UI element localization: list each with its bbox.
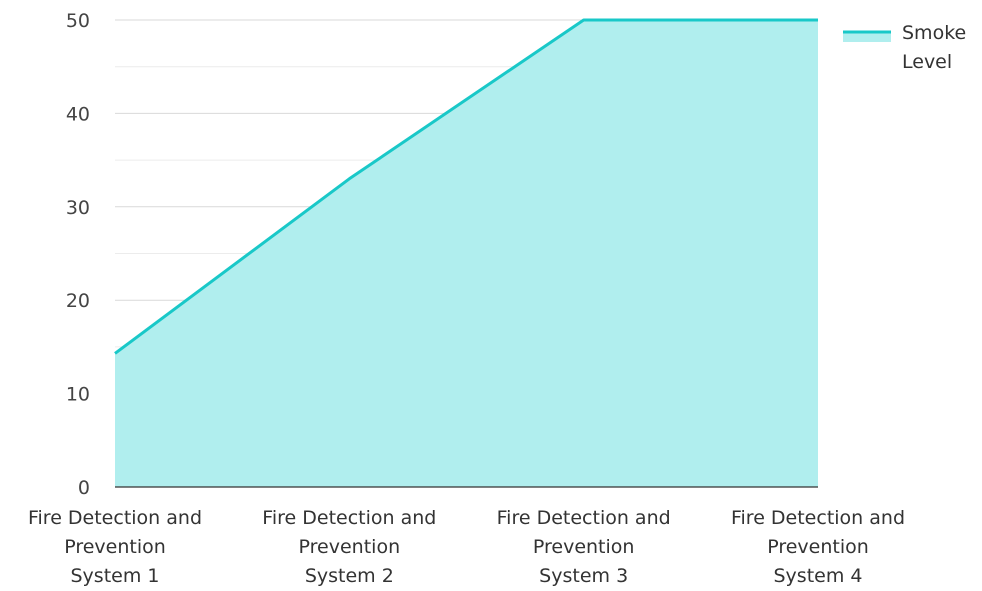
x-tick-label: Fire Detection and Prevention System 3 <box>497 507 671 587</box>
legend: Smoke Level <box>843 22 966 73</box>
legend-swatch-fill <box>843 32 891 42</box>
y-tick-label: 30 <box>66 197 90 219</box>
legend-label: Smoke Level <box>902 22 966 73</box>
series-area-fill <box>115 20 818 487</box>
y-tick-label: 40 <box>66 103 90 125</box>
series-area <box>114 18 819 487</box>
x-tick-label: Fire Detection and Prevention System 2 <box>262 507 436 587</box>
x-axis-ticks: Fire Detection and Prevention System 1 Fire… <box>28 507 905 587</box>
y-axis-ticks: 0 10 20 30 40 50 <box>66 10 90 499</box>
y-tick-label: 20 <box>66 290 90 312</box>
x-tick-label: Fire Detection and Prevention System 4 <box>731 507 905 587</box>
y-tick-label: 10 <box>66 384 90 406</box>
y-tick-label: 50 <box>66 10 90 32</box>
series-line <box>114 18 818 355</box>
y-tick-label: 0 <box>78 477 90 499</box>
x-tick-label: Fire Detection and Prevention System 1 <box>28 507 202 587</box>
